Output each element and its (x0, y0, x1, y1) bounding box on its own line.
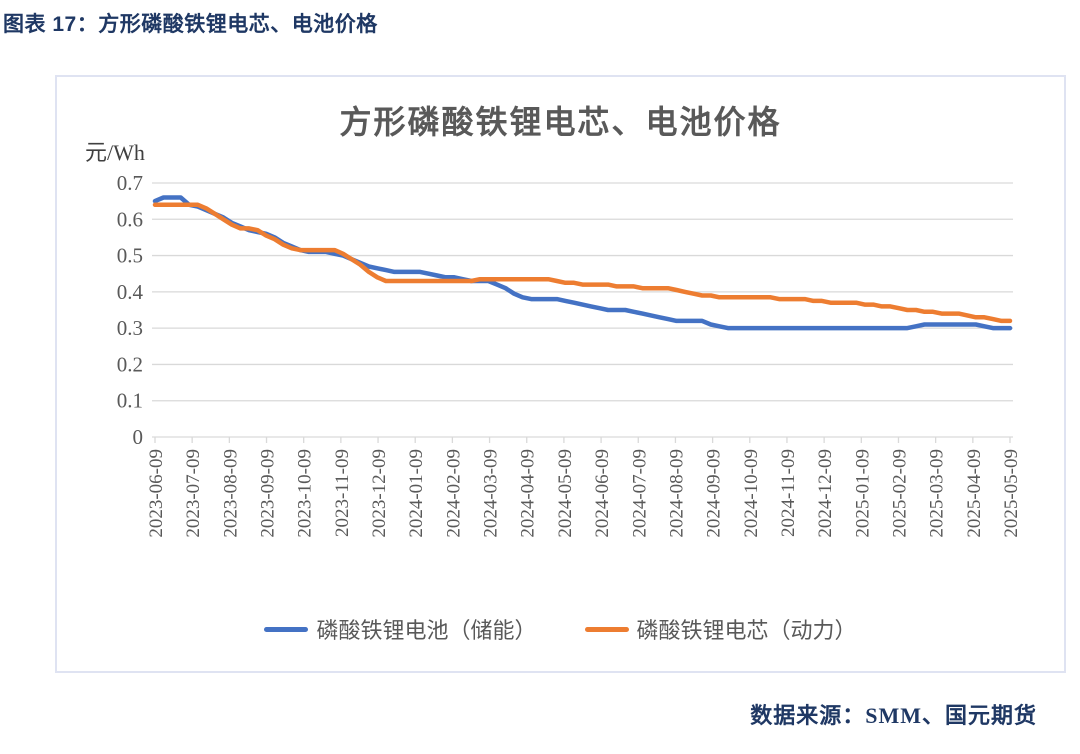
chart-title: 方形磷酸铁锂电芯、电池价格 (339, 104, 782, 140)
source-note: 数据来源：SMM、国元期货 (750, 703, 1037, 728)
series-line-power-cell (152, 202, 1013, 324)
y-tick-label: 0.7 (117, 171, 143, 195)
y-tick-label: 0.2 (117, 352, 143, 376)
x-tick-label: 2025-04-09 (964, 449, 985, 538)
y-tick-label: 0.1 (117, 389, 143, 413)
y-tick-label: 0.4 (117, 280, 144, 304)
x-tick-label: 2025-02-09 (889, 449, 910, 538)
legend-label: 磷酸铁锂电芯（动力） (636, 618, 857, 643)
x-tick-label: 2024-01-09 (406, 449, 427, 538)
figure-caption: 图表 17：方形磷酸铁锂电芯、电池价格 (3, 13, 378, 36)
legend-item-storage-battery: 磷酸铁锂电池（储能） (264, 613, 537, 645)
x-tick-label: 2025-05-09 (1001, 449, 1022, 538)
line-swatch-icon (584, 626, 629, 632)
x-tick-label: 2023-09-09 (258, 449, 279, 538)
x-tick-label: 2024-08-09 (666, 449, 687, 538)
x-tick-label: 2024-05-09 (555, 449, 576, 538)
chart-legend: 磷酸铁锂电池（储能） 磷酸铁锂电芯（动力） (57, 613, 1064, 645)
y-tick-label: 0.3 (117, 316, 143, 340)
y-tick-label: 0 (133, 425, 144, 449)
x-tick-label: 2024-11-09 (778, 449, 799, 537)
x-tick-label: 2023-11-09 (332, 449, 353, 537)
x-tick-label: 2023-06-09 (146, 449, 167, 538)
x-tick-label: 2025-01-09 (852, 449, 873, 538)
y-tick-label: 0.5 (117, 244, 143, 268)
x-tick-label: 2024-02-09 (443, 449, 464, 538)
x-tick-label: 2023-08-09 (220, 449, 241, 538)
x-tick-label: 2024-03-09 (481, 449, 502, 538)
y-axis-unit-label: 元/Wh (85, 140, 145, 165)
legend-item-power-cell: 磷酸铁锂电芯（动力） (584, 613, 857, 645)
chart-plot: 0 0.1 0.2 0.3 0.4 0.5 0.6 0.7 2023-06-09 2023-07-… (117, 171, 1022, 538)
chart-card: 方形磷酸铁锂电芯、电池价格 元/Wh 0 0.1 0.2 0.3 0.4 0.5 0.6 0.… (55, 75, 1066, 673)
x-tick-label: 2024-04-09 (518, 449, 539, 538)
x-tick-label: 2025-03-09 (927, 449, 948, 538)
x-tick-label: 2023-10-09 (295, 449, 316, 538)
legend-label: 磷酸铁锂电池（储能） (316, 618, 537, 643)
x-tick-label: 2023-07-09 (183, 449, 204, 538)
y-tick-label: 0.6 (117, 207, 143, 231)
x-tick-label: 2024-10-09 (741, 449, 762, 538)
x-tick-label: 2024-07-09 (629, 449, 650, 538)
line-swatch-icon (264, 626, 309, 632)
x-tick-label: 2023-12-09 (369, 449, 390, 538)
x-tick-label: 2024-12-09 (815, 449, 836, 538)
x-tick-label: 2024-09-09 (704, 449, 725, 538)
x-tick-label: 2024-06-09 (592, 449, 613, 538)
